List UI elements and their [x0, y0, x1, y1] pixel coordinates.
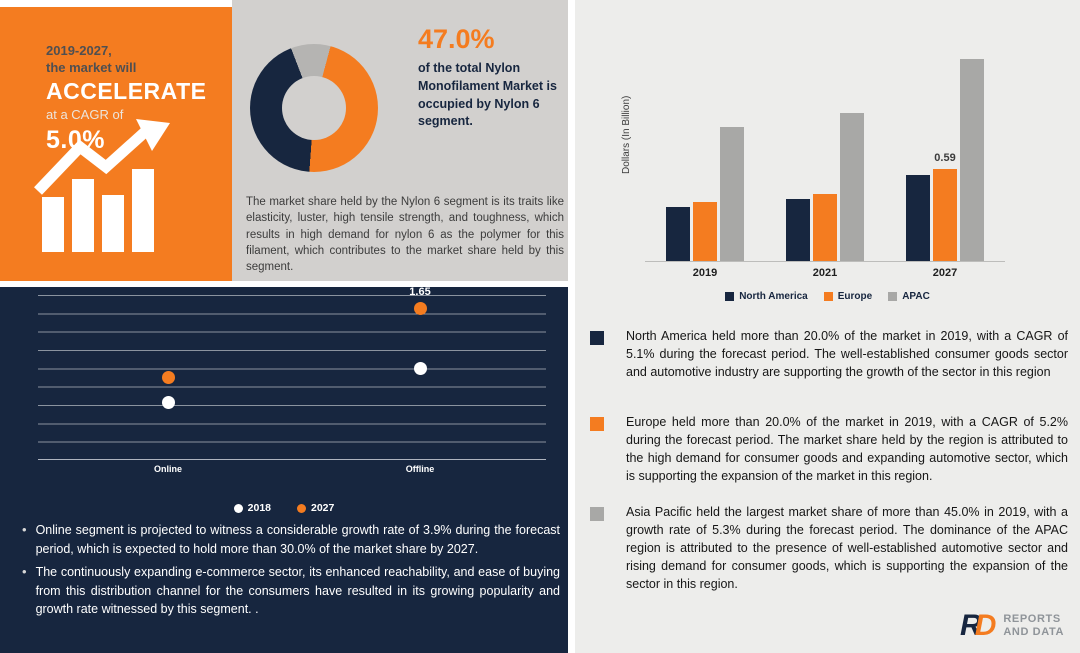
legend-2027-label: 2027 — [311, 502, 335, 514]
reports-and-data-logo: RD REPORTS AND DATA — [960, 611, 1064, 641]
legend-apac-swatch — [888, 292, 898, 301]
cagr-period-text: 2019-2027, — [46, 43, 112, 58]
logo-mark-r: R — [960, 609, 982, 642]
bar-group-2021 — [786, 52, 864, 261]
region-bullet-europe: Europe held more than 20.0% of the marke… — [590, 414, 1080, 486]
bar-cat-2021: 2021 — [812, 267, 838, 279]
online-segment-bullets: Online segment is projected to witness a… — [22, 521, 560, 624]
bar-cat-2027: 2027 — [932, 267, 958, 279]
dot-axis-labels: Online Offline — [38, 460, 546, 478]
region-bullet-apac: Asia Pacific held the largest market sha… — [590, 504, 1080, 593]
logo-text-line1: REPORTS — [1003, 612, 1061, 625]
bullet-online-growth: Online segment is projected to witness a… — [22, 521, 560, 558]
accelerate-text: ACCELERATE — [46, 77, 207, 104]
logo-text: REPORTS AND DATA — [1003, 613, 1064, 639]
logo-text-line2: AND DATA — [1003, 626, 1064, 638]
legend-north-america-label: North America — [739, 291, 808, 302]
bar-chart-legend: North America Europe APAC — [575, 291, 1080, 302]
regional-panel: Dollars (In Billion) 0.59 2019 2021 2027… — [575, 0, 1080, 653]
bar-apac-2027 — [960, 59, 984, 261]
north-america-text: North America held more than 20.0% of th… — [626, 329, 1068, 379]
bar-group-2027: 0.59 — [906, 52, 984, 261]
logo-mark-d: D — [974, 609, 997, 642]
nylon6-panel: 47.0% of the total Nylon Monofilament Ma… — [232, 0, 568, 281]
nylon6-description: The market share held by the Nylon 6 seg… — [246, 196, 564, 274]
dot-value-label: 1.65 — [409, 286, 431, 299]
dot-2018-Offline — [413, 361, 427, 375]
dot-plot-wrap: 1.65 Online Offline — [38, 286, 546, 478]
cagr-lead-text: the market will — [46, 59, 137, 75]
legend-item-2018: 2018 — [233, 502, 271, 514]
dot-plot-legend: 2018 2027 — [0, 502, 568, 514]
nylon6-share-stat: 47.0% — [418, 24, 495, 54]
bar-apac-2019 — [720, 127, 744, 261]
growth-arrow-icon — [34, 119, 170, 252]
apac-text: Asia Pacific held the largest market sha… — [626, 505, 1068, 591]
bar-chart-categories: 2019 2021 2027 — [645, 267, 1005, 279]
bar-chart-ylabel: Dollars (In Billion) — [621, 95, 632, 175]
europe-swatch — [590, 417, 604, 431]
legend-north-america-swatch — [725, 292, 735, 301]
bar-europe-2021 — [813, 194, 837, 261]
logo-mark: RD — [960, 611, 996, 641]
distribution-panel: 1.65 Online Offline 2018 2027 Online seg… — [0, 286, 568, 653]
bar-north-america-2027 — [906, 175, 930, 261]
bar-group-2019 — [666, 52, 744, 261]
bar-europe-2027: 0.59 — [933, 152, 957, 261]
cagr-highlight-panel: 2019-2027, the market will ACCELERATE at… — [0, 7, 232, 281]
legend-2018-label: 2018 — [247, 502, 271, 514]
dot-2027-Online — [161, 371, 175, 384]
axis-label-offline: Offline — [405, 464, 435, 474]
donut-chart — [250, 44, 378, 172]
north-america-swatch — [590, 331, 604, 345]
bar-north-america-2021 — [786, 199, 810, 261]
region-bullet-north-america: North America held more than 20.0% of th… — [590, 328, 1080, 382]
legend-europe-swatch — [823, 292, 833, 301]
axis-label-online: Online — [153, 464, 183, 474]
legend-2018-swatch — [233, 503, 243, 513]
legend-apac-label: APAC — [902, 291, 930, 302]
dot-2018-Online — [161, 395, 175, 409]
nylon6-share-caption: of the total Nylon Monofilament Market i… — [418, 61, 557, 129]
legend-item-europe: Europe — [823, 291, 873, 302]
legend-2027-swatch — [297, 503, 306, 513]
bullet-ecommerce-text: The continuously expanding e-commerce se… — [35, 565, 560, 616]
bar-cat-2019: 2019 — [692, 267, 718, 279]
legend-item-apac: APAC — [888, 291, 930, 302]
dot-2027-Offline — [413, 302, 427, 316]
bar-apac-2021 — [840, 113, 864, 261]
bullet-ecommerce: The continuously expanding e-commerce se… — [22, 563, 560, 619]
cagr-of-text: at a CAGR of — [46, 106, 124, 122]
bar-europe-2019 — [693, 202, 717, 261]
europe-text: Europe held more than 20.0% of the marke… — [626, 415, 1068, 483]
legend-item-north-america: North America — [725, 291, 808, 302]
bar-value-label: 0.59 — [934, 152, 956, 164]
bar-chart-plot: 0.59 — [645, 52, 1005, 262]
legend-europe-label: Europe — [837, 291, 873, 302]
legend-item-2027: 2027 — [297, 502, 334, 514]
apac-swatch — [590, 507, 604, 521]
bullet-online-growth-text: Online segment is projected to witness a… — [35, 523, 560, 556]
bar-north-america-2019 — [666, 207, 690, 261]
dot-plot: 1.65 — [38, 286, 546, 460]
